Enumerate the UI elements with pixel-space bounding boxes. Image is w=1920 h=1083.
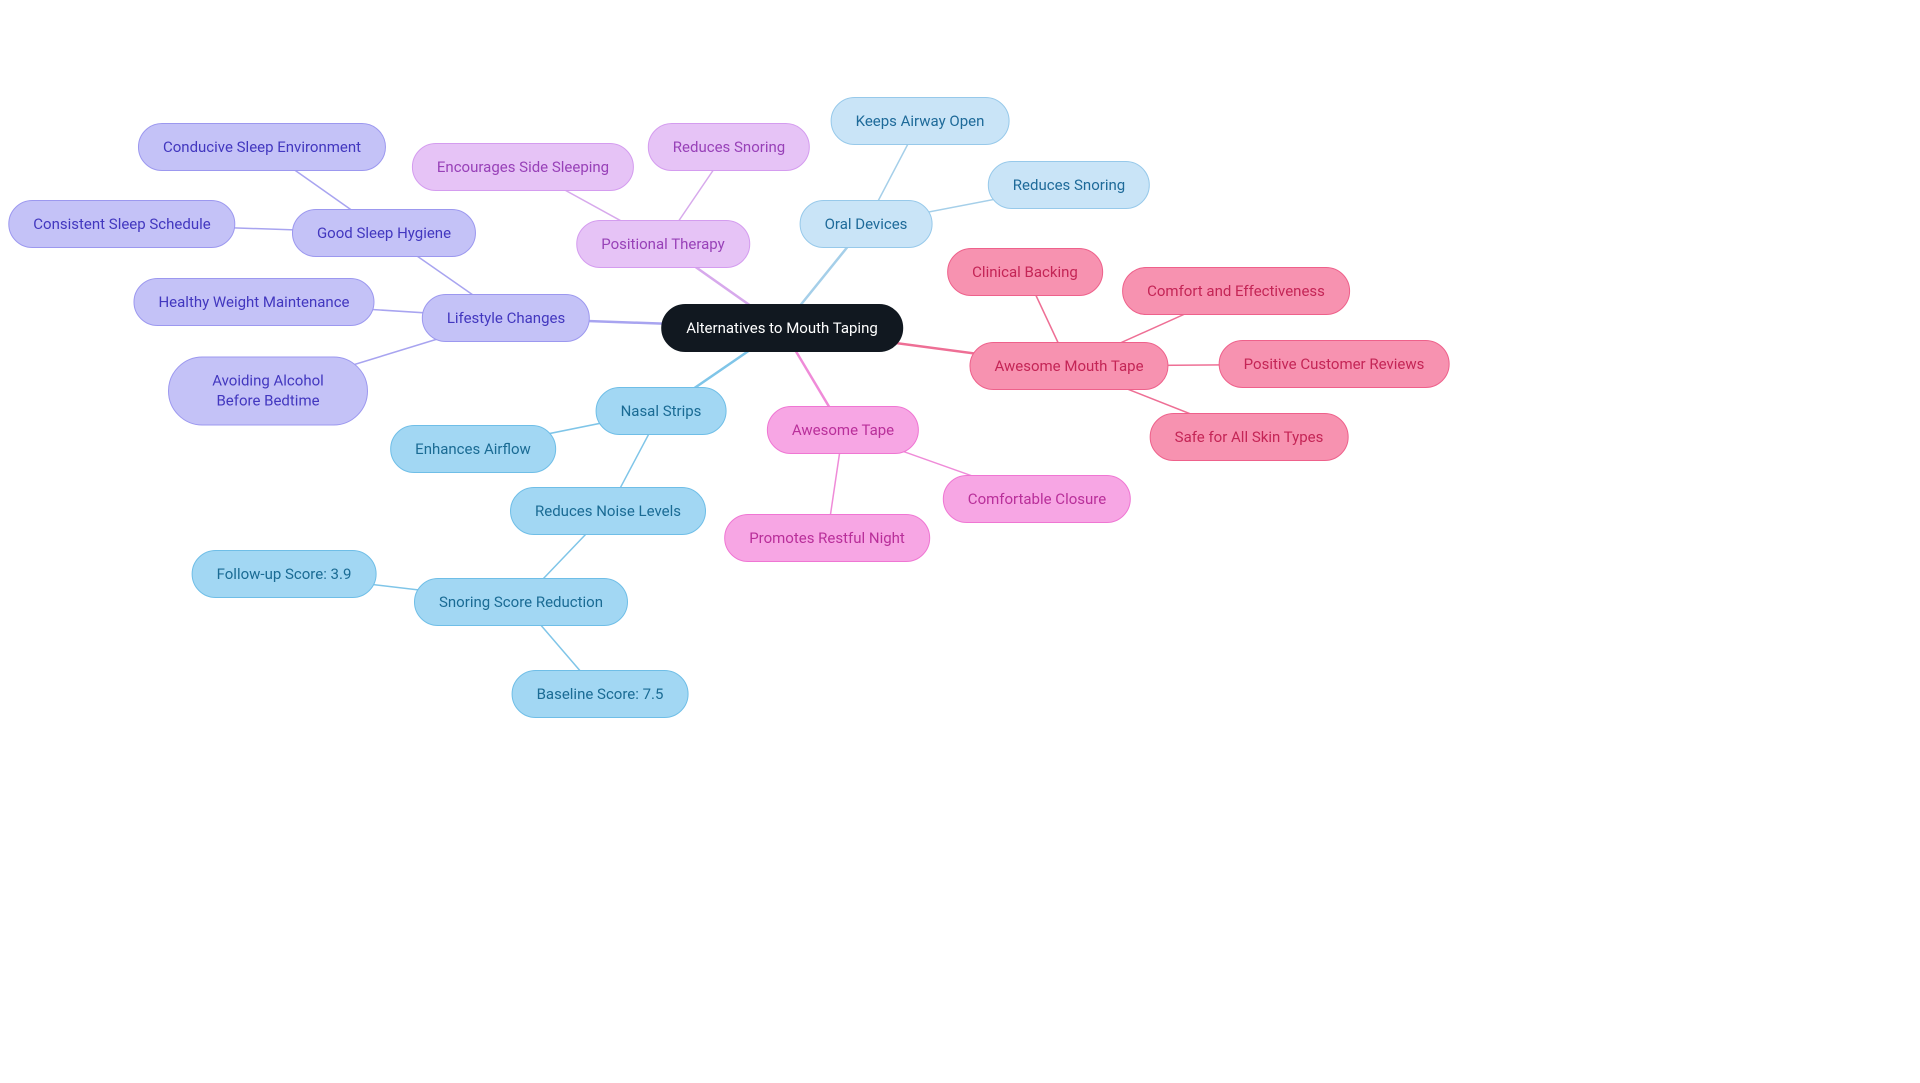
node-alcohol: Avoiding Alcohol Before Bedtime <box>168 357 368 426</box>
node-oral: Oral Devices <box>800 200 933 248</box>
node-snore2: Reduces Snoring <box>988 161 1150 209</box>
node-airflow: Enhances Airflow <box>390 425 556 473</box>
node-airway: Keeps Airway Open <box>831 97 1010 145</box>
node-hygiene: Good Sleep Hygiene <box>292 209 476 257</box>
node-weight: Healthy Weight Maintenance <box>133 278 374 326</box>
node-noise: Reduces Noise Levels <box>510 487 706 535</box>
node-closure: Comfortable Closure <box>943 475 1131 523</box>
node-followup: Follow-up Score: 3.9 <box>192 550 377 598</box>
node-skin: Safe for All Skin Types <box>1150 413 1349 461</box>
node-restful: Promotes Restful Night <box>724 514 930 562</box>
node-reviews: Positive Customer Reviews <box>1219 340 1450 388</box>
node-env: Conducive Sleep Environment <box>138 123 386 171</box>
node-side: Encourages Side Sleeping <box>412 143 634 191</box>
node-clinical: Clinical Backing <box>947 248 1103 296</box>
node-snore1: Reduces Snoring <box>648 123 810 171</box>
node-sched: Consistent Sleep Schedule <box>8 200 235 248</box>
node-comfort: Comfort and Effectiveness <box>1122 267 1350 315</box>
node-score: Snoring Score Reduction <box>414 578 628 626</box>
node-awesometape: Awesome Tape <box>767 406 919 454</box>
node-lifestyle: Lifestyle Changes <box>422 294 590 342</box>
node-nasal: Nasal Strips <box>596 387 727 435</box>
node-center: Alternatives to Mouth Taping <box>661 304 903 352</box>
node-positional: Positional Therapy <box>576 220 750 268</box>
node-awesomemouth: Awesome Mouth Tape <box>969 342 1168 390</box>
node-baseline: Baseline Score: 7.5 <box>512 670 689 718</box>
